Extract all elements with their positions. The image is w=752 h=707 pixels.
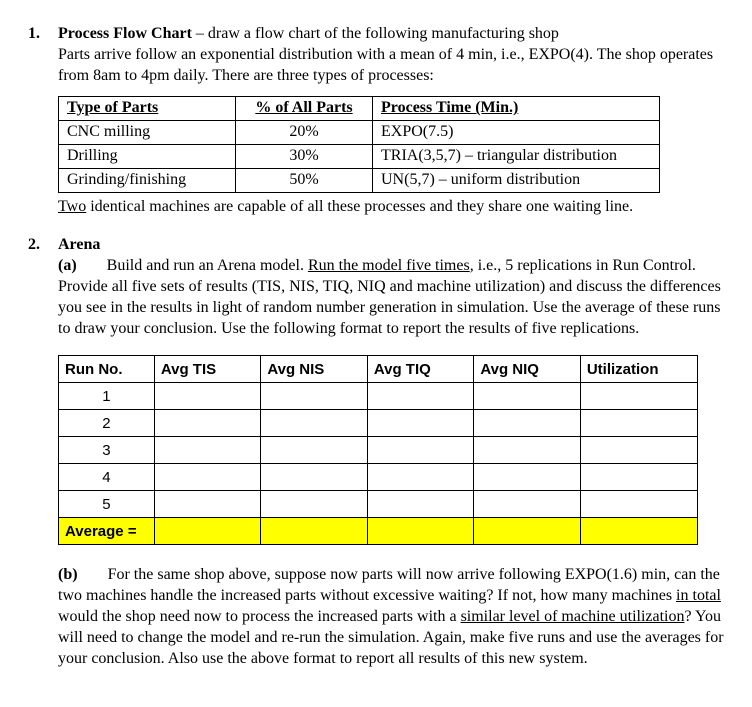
q2b-u1: in total (676, 587, 721, 604)
cell (474, 464, 581, 491)
cell (261, 383, 368, 410)
parts-table: Type of Parts % of All Parts Process Tim… (58, 96, 660, 192)
table-row: 3 (59, 437, 698, 464)
th-runno: Run No. (59, 356, 155, 383)
cell: 4 (59, 464, 155, 491)
q2a-pre: Build and run an Arena model. (107, 257, 308, 274)
th-time: Process Time (Min.) (373, 97, 660, 121)
q1-after-rest: identical machines are capable of all th… (86, 198, 633, 215)
cell (367, 491, 474, 518)
th-util: Utilization (580, 356, 697, 383)
cell: CNC milling (59, 121, 236, 145)
q1-p1: Parts arrive follow an exponential distr… (58, 46, 713, 84)
cell (580, 383, 697, 410)
table-row: 4 (59, 464, 698, 491)
q1-title-after: – draw a flow chart of the following man… (192, 25, 559, 42)
cell (580, 410, 697, 437)
results-table: Run No. Avg TIS Avg NIS Avg TIQ Avg NIQ … (58, 355, 698, 545)
cell (154, 491, 261, 518)
cell: 20% (236, 121, 373, 145)
cell-avg-label: Average = (59, 518, 155, 545)
q2a-u: Run the model five times (308, 257, 470, 274)
cell (154, 383, 261, 410)
cell (261, 437, 368, 464)
q1-after-u: Two (58, 198, 86, 215)
cell (154, 437, 261, 464)
th-type: Type of Parts (59, 97, 236, 121)
cell: UN(5,7) – uniform distribution (373, 168, 660, 192)
cell (154, 410, 261, 437)
cell: Drilling (59, 144, 236, 168)
cell: 2 (59, 410, 155, 437)
q2b: (b)For the same shop above, suppose now … (58, 565, 724, 669)
cell: Grinding/finishing (59, 168, 236, 192)
cell (261, 410, 368, 437)
q2-number: 2. (28, 235, 58, 679)
q1-number: 1. (28, 24, 58, 217)
cell (580, 491, 697, 518)
table-row-average: Average = (59, 518, 698, 545)
cell (367, 464, 474, 491)
cell (261, 491, 368, 518)
q2a-label: (a) (58, 257, 77, 274)
q1-title: Process Flow Chart (58, 25, 192, 42)
th-niq: Avg NIQ (474, 356, 581, 383)
cell: 30% (236, 144, 373, 168)
q2-body: Arena (a) Build and run an Arena model. R… (58, 235, 724, 679)
q1-body: Process Flow Chart – draw a flow chart o… (58, 24, 724, 217)
cell: TRIA(3,5,7) – triangular distribution (373, 144, 660, 168)
cell (474, 437, 581, 464)
q2b-u2: similar level of machine utilization (461, 608, 685, 625)
q2b-label: (b) (58, 566, 78, 583)
cell: 3 (59, 437, 155, 464)
q1-intro: Process Flow Chart – draw a flow chart o… (58, 24, 724, 86)
table-row: 5 (59, 491, 698, 518)
q2b-t2: would the shop need now to process the i… (58, 608, 461, 625)
cell: 1 (59, 383, 155, 410)
cell (474, 410, 581, 437)
q2b-t1: For the same shop above, suppose now par… (58, 566, 720, 604)
th-tis: Avg TIS (154, 356, 261, 383)
table-row: Run No. Avg TIS Avg NIS Avg TIQ Avg NIQ … (59, 356, 698, 383)
th-pct: % of All Parts (236, 97, 373, 121)
cell (367, 518, 474, 545)
table-row: 1 (59, 383, 698, 410)
q1-after: Two identical machines are capable of al… (58, 197, 724, 218)
cell (474, 518, 581, 545)
table-row: 2 (59, 410, 698, 437)
cell: 50% (236, 168, 373, 192)
cell (580, 518, 697, 545)
cell (261, 518, 368, 545)
cell (367, 437, 474, 464)
cell (474, 491, 581, 518)
cell: 5 (59, 491, 155, 518)
cell (367, 410, 474, 437)
cell (474, 383, 581, 410)
cell (580, 464, 697, 491)
cell (154, 518, 261, 545)
q2a: (a) Build and run an Arena model. Run the… (58, 256, 724, 339)
table-row: Type of Parts % of All Parts Process Tim… (59, 97, 660, 121)
table-row: CNC milling 20% EXPO(7.5) (59, 121, 660, 145)
table-row: Grinding/finishing 50% UN(5,7) – uniform… (59, 168, 660, 192)
th-nis: Avg NIS (261, 356, 368, 383)
question-2: 2. Arena (a) Build and run an Arena model… (28, 235, 724, 679)
cell (261, 464, 368, 491)
cell: EXPO(7.5) (373, 121, 660, 145)
question-1: 1. Process Flow Chart – draw a flow char… (28, 24, 724, 217)
cell (154, 464, 261, 491)
q2-title: Arena (58, 235, 724, 256)
cell (367, 383, 474, 410)
cell (580, 437, 697, 464)
table-row: Drilling 30% TRIA(3,5,7) – triangular di… (59, 144, 660, 168)
th-tiq: Avg TIQ (367, 356, 474, 383)
